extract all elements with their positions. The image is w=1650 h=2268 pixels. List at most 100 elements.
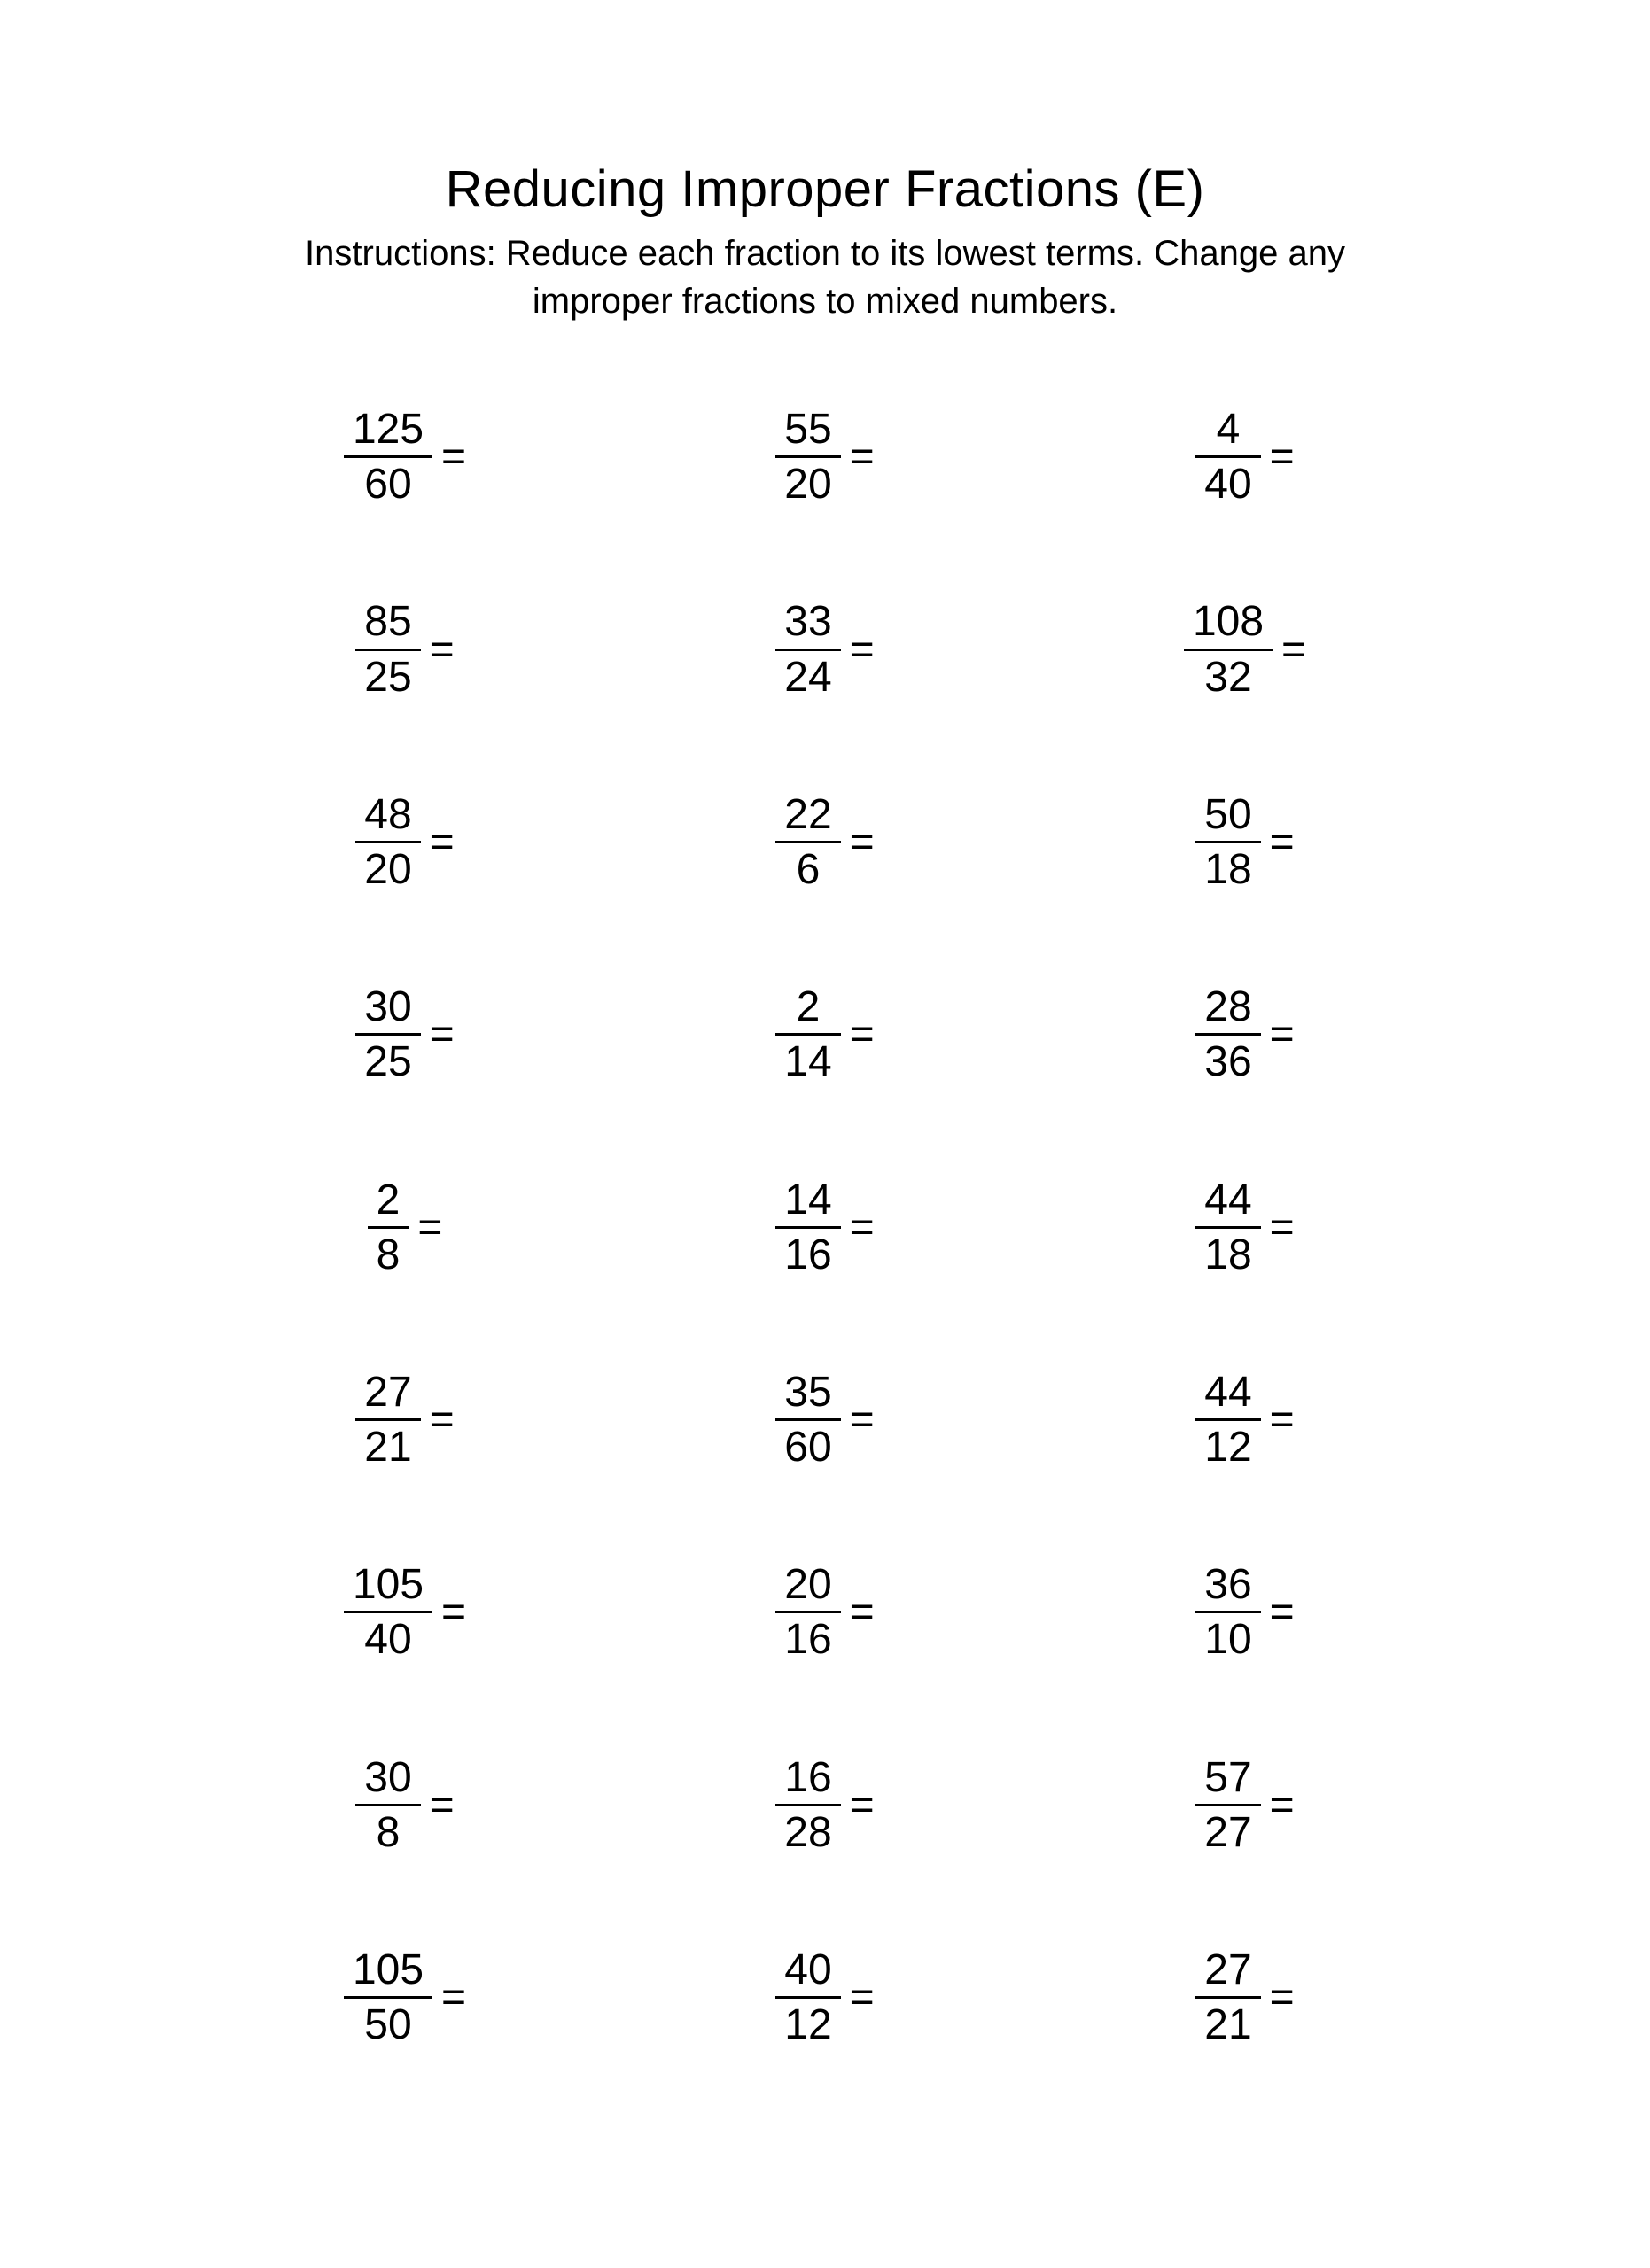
numerator: 27 bbox=[355, 1368, 420, 1418]
denominator: 36 bbox=[1195, 1033, 1260, 1086]
equals-sign: = bbox=[417, 1203, 442, 1252]
problem: 4820= bbox=[213, 790, 597, 894]
problem: 10550= bbox=[213, 1946, 597, 2049]
problem: 3560= bbox=[633, 1368, 1017, 1472]
fraction: 2836 bbox=[1195, 983, 1260, 1086]
denominator: 20 bbox=[775, 455, 840, 509]
fraction: 5018 bbox=[1195, 790, 1260, 894]
denominator: 16 bbox=[775, 1611, 840, 1664]
denominator: 25 bbox=[355, 1033, 420, 1086]
equals-sign: = bbox=[850, 1203, 875, 1252]
numerator: 30 bbox=[355, 1753, 420, 1804]
fraction: 2016 bbox=[775, 1560, 840, 1664]
denominator: 14 bbox=[775, 1033, 840, 1086]
fraction: 5727 bbox=[1195, 1753, 1260, 1857]
equals-sign: = bbox=[1270, 1203, 1295, 1252]
denominator: 50 bbox=[344, 1996, 432, 2049]
equals-sign: = bbox=[850, 1588, 875, 1636]
numerator: 40 bbox=[775, 1946, 840, 1996]
fraction: 4012 bbox=[775, 1946, 840, 2049]
fraction: 226 bbox=[775, 790, 840, 894]
equals-sign: = bbox=[1281, 625, 1306, 674]
denominator: 6 bbox=[775, 841, 840, 894]
numerator: 2 bbox=[368, 1176, 409, 1226]
equals-sign: = bbox=[1270, 432, 1295, 481]
numerator: 125 bbox=[344, 405, 432, 455]
problem: 12560= bbox=[213, 405, 597, 509]
numerator: 108 bbox=[1184, 597, 1273, 648]
fraction: 440 bbox=[1195, 405, 1260, 509]
fraction: 214 bbox=[775, 983, 840, 1086]
problem: 226= bbox=[633, 790, 1017, 894]
fraction: 12560 bbox=[344, 405, 432, 509]
denominator: 24 bbox=[775, 649, 840, 702]
numerator: 20 bbox=[775, 1560, 840, 1611]
problem: 2721= bbox=[213, 1368, 597, 1472]
fraction: 3560 bbox=[775, 1368, 840, 1472]
problem: 308= bbox=[213, 1753, 597, 1857]
denominator: 16 bbox=[775, 1226, 840, 1279]
problem: 5018= bbox=[1053, 790, 1437, 894]
equals-sign: = bbox=[1270, 1973, 1295, 2022]
numerator: 44 bbox=[1195, 1368, 1260, 1418]
equals-sign: = bbox=[1270, 1588, 1295, 1636]
fraction: 1628 bbox=[775, 1753, 840, 1857]
equals-sign: = bbox=[850, 432, 875, 481]
problem: 214= bbox=[633, 983, 1017, 1086]
problem: 440= bbox=[1053, 405, 1437, 509]
fraction: 3025 bbox=[355, 983, 420, 1086]
numerator: 55 bbox=[775, 405, 840, 455]
equals-sign: = bbox=[850, 625, 875, 674]
equals-sign: = bbox=[850, 1781, 875, 1829]
instructions-line-2: improper fractions to mixed numbers. bbox=[177, 277, 1473, 325]
worksheet-page: Reducing Improper Fractions (E) Instruct… bbox=[0, 0, 1650, 2268]
denominator: 10 bbox=[1195, 1611, 1260, 1664]
denominator: 8 bbox=[355, 1804, 420, 1857]
problem: 2836= bbox=[1053, 983, 1437, 1086]
fraction: 8525 bbox=[355, 597, 420, 701]
instructions-line-1: Instructions: Reduce each fraction to it… bbox=[177, 229, 1473, 277]
fraction: 3324 bbox=[775, 597, 840, 701]
problem: 4012= bbox=[633, 1946, 1017, 2049]
problems-grid: 12560=5520=440=8525=3324=10832=4820=226=… bbox=[177, 405, 1473, 2049]
numerator: 36 bbox=[1195, 1560, 1260, 1611]
numerator: 28 bbox=[1195, 983, 1260, 1033]
problem: 10832= bbox=[1053, 597, 1437, 701]
denominator: 40 bbox=[1195, 455, 1260, 509]
fraction: 308 bbox=[355, 1753, 420, 1857]
equals-sign: = bbox=[430, 1395, 455, 1444]
numerator: 22 bbox=[775, 790, 840, 841]
fraction: 28 bbox=[368, 1176, 409, 1279]
fraction: 10550 bbox=[344, 1946, 432, 2049]
problem: 28= bbox=[213, 1176, 597, 1279]
problem: 3025= bbox=[213, 983, 597, 1086]
equals-sign: = bbox=[430, 818, 455, 866]
fraction: 2721 bbox=[355, 1368, 420, 1472]
fraction: 4418 bbox=[1195, 1176, 1260, 1279]
denominator: 18 bbox=[1195, 1226, 1260, 1279]
denominator: 12 bbox=[775, 1996, 840, 2049]
numerator: 105 bbox=[344, 1560, 432, 1611]
equals-sign: = bbox=[850, 818, 875, 866]
fraction: 5520 bbox=[775, 405, 840, 509]
worksheet-title: Reducing Improper Fractions (E) bbox=[177, 159, 1473, 219]
equals-sign: = bbox=[1270, 818, 1295, 866]
numerator: 57 bbox=[1195, 1753, 1260, 1804]
problem: 4418= bbox=[1053, 1176, 1437, 1279]
fraction: 10832 bbox=[1184, 597, 1273, 701]
denominator: 32 bbox=[1184, 649, 1273, 702]
equals-sign: = bbox=[430, 625, 455, 674]
fraction: 1416 bbox=[775, 1176, 840, 1279]
numerator: 85 bbox=[355, 597, 420, 648]
fraction: 4412 bbox=[1195, 1368, 1260, 1472]
equals-sign: = bbox=[441, 1973, 466, 2022]
denominator: 21 bbox=[1195, 1996, 1260, 2049]
equals-sign: = bbox=[850, 1973, 875, 2022]
equals-sign: = bbox=[441, 432, 466, 481]
denominator: 60 bbox=[775, 1418, 840, 1472]
equals-sign: = bbox=[1270, 1781, 1295, 1829]
equals-sign: = bbox=[1270, 1395, 1295, 1444]
fraction: 2721 bbox=[1195, 1946, 1260, 2049]
denominator: 28 bbox=[775, 1804, 840, 1857]
equals-sign: = bbox=[430, 1010, 455, 1059]
